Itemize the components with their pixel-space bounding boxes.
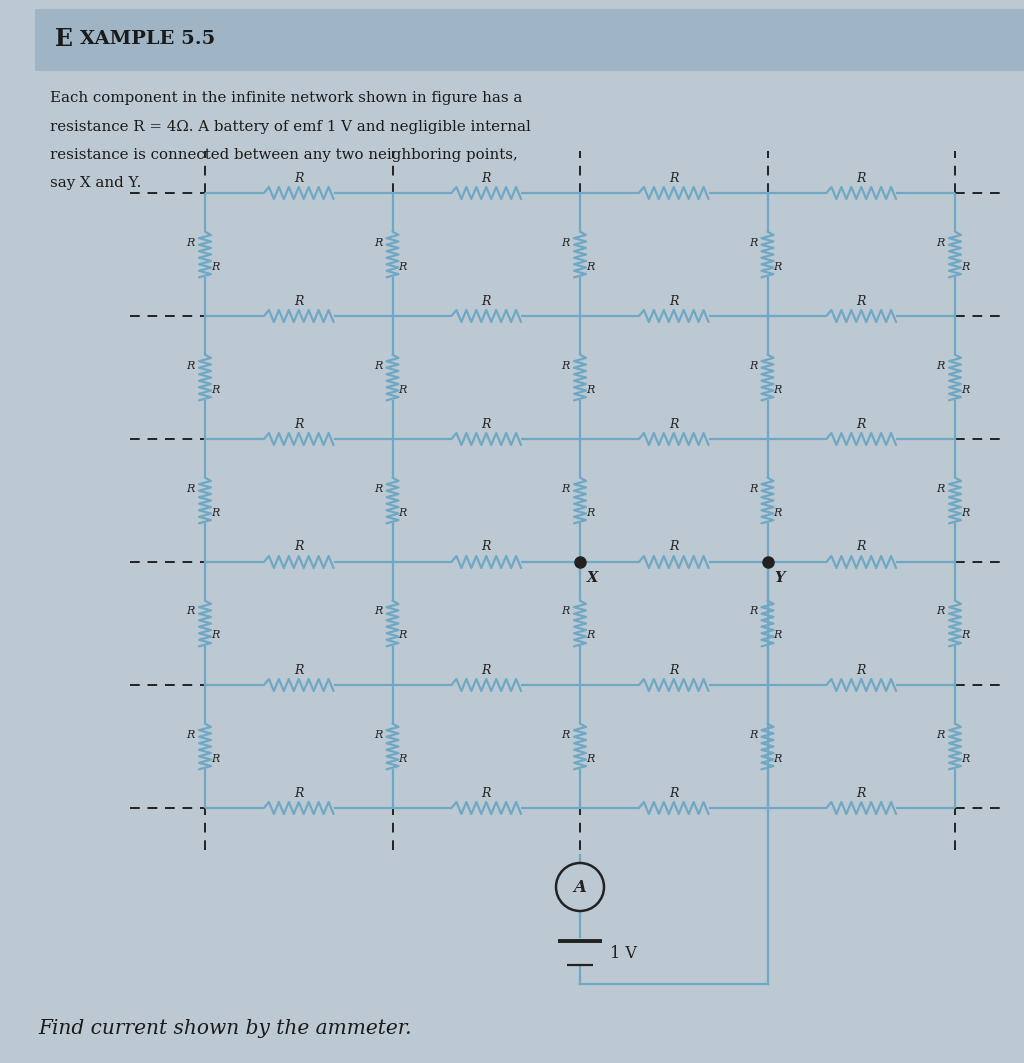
Text: R: R bbox=[856, 787, 866, 799]
Text: R: R bbox=[773, 630, 782, 641]
Text: R: R bbox=[211, 754, 219, 763]
Text: R: R bbox=[937, 729, 945, 740]
Text: R: R bbox=[294, 663, 303, 676]
Text: R: R bbox=[961, 507, 970, 518]
Text: R: R bbox=[586, 754, 594, 763]
Text: R: R bbox=[961, 385, 970, 394]
Text: R: R bbox=[937, 237, 945, 248]
Text: R: R bbox=[561, 729, 570, 740]
Text: R: R bbox=[294, 171, 303, 185]
Text: R: R bbox=[398, 261, 407, 271]
Text: R: R bbox=[374, 484, 383, 493]
Text: R: R bbox=[586, 507, 594, 518]
Text: R: R bbox=[856, 418, 866, 431]
Text: R: R bbox=[374, 729, 383, 740]
Text: R: R bbox=[398, 507, 407, 518]
Bar bbox=[35, 9, 1024, 71]
Text: R: R bbox=[211, 507, 219, 518]
Text: R: R bbox=[856, 171, 866, 185]
Text: R: R bbox=[561, 484, 570, 493]
Text: R: R bbox=[750, 484, 758, 493]
Text: R: R bbox=[669, 294, 679, 307]
Text: R: R bbox=[481, 663, 490, 676]
Text: R: R bbox=[211, 630, 219, 641]
Text: R: R bbox=[586, 385, 594, 394]
Text: R: R bbox=[186, 360, 195, 371]
Text: R: R bbox=[374, 607, 383, 617]
Text: XAMPLE 5.5: XAMPLE 5.5 bbox=[80, 31, 215, 49]
Circle shape bbox=[556, 863, 604, 911]
Text: R: R bbox=[211, 385, 219, 394]
Text: Each component in the infinite network shown in figure has a: Each component in the infinite network s… bbox=[50, 91, 522, 105]
Text: E: E bbox=[55, 28, 73, 51]
Text: R: R bbox=[186, 607, 195, 617]
Text: R: R bbox=[586, 261, 594, 271]
Text: R: R bbox=[937, 484, 945, 493]
Text: R: R bbox=[481, 418, 490, 431]
Text: R: R bbox=[561, 607, 570, 617]
Text: R: R bbox=[669, 540, 679, 554]
Text: R: R bbox=[186, 729, 195, 740]
Text: Y: Y bbox=[774, 571, 785, 585]
Text: R: R bbox=[481, 171, 490, 185]
Text: R: R bbox=[750, 607, 758, 617]
Text: resistance R = 4Ω. A battery of emf 1 V and negligible internal: resistance R = 4Ω. A battery of emf 1 V … bbox=[50, 119, 530, 134]
Text: R: R bbox=[294, 540, 303, 554]
Text: R: R bbox=[294, 294, 303, 307]
Text: R: R bbox=[561, 360, 570, 371]
Text: R: R bbox=[750, 237, 758, 248]
Text: R: R bbox=[937, 360, 945, 371]
Text: R: R bbox=[961, 754, 970, 763]
Text: R: R bbox=[481, 540, 490, 554]
Text: R: R bbox=[374, 360, 383, 371]
Text: R: R bbox=[669, 663, 679, 676]
Text: R: R bbox=[398, 754, 407, 763]
Text: R: R bbox=[586, 630, 594, 641]
Text: R: R bbox=[750, 729, 758, 740]
Text: resistance is connected between any two neighboring points,: resistance is connected between any two … bbox=[50, 148, 518, 162]
Text: A: A bbox=[573, 878, 587, 895]
Text: R: R bbox=[773, 754, 782, 763]
Text: R: R bbox=[294, 787, 303, 799]
Text: 1 V: 1 V bbox=[610, 945, 637, 962]
Text: R: R bbox=[669, 171, 679, 185]
Text: R: R bbox=[186, 237, 195, 248]
Text: R: R bbox=[750, 360, 758, 371]
Text: R: R bbox=[398, 630, 407, 641]
Text: Find current shown by the ammeter.: Find current shown by the ammeter. bbox=[38, 1019, 412, 1037]
Text: R: R bbox=[481, 787, 490, 799]
Text: R: R bbox=[669, 787, 679, 799]
Text: say X and Y.: say X and Y. bbox=[50, 176, 141, 190]
Text: X: X bbox=[587, 571, 598, 585]
Text: R: R bbox=[186, 484, 195, 493]
Text: R: R bbox=[561, 237, 570, 248]
Text: R: R bbox=[856, 663, 866, 676]
Text: R: R bbox=[211, 261, 219, 271]
Text: R: R bbox=[294, 418, 303, 431]
Text: R: R bbox=[669, 418, 679, 431]
Text: R: R bbox=[773, 261, 782, 271]
Text: R: R bbox=[961, 261, 970, 271]
Text: R: R bbox=[398, 385, 407, 394]
Text: R: R bbox=[856, 540, 866, 554]
Text: R: R bbox=[773, 385, 782, 394]
Text: R: R bbox=[374, 237, 383, 248]
Text: R: R bbox=[856, 294, 866, 307]
Text: R: R bbox=[773, 507, 782, 518]
Text: R: R bbox=[937, 607, 945, 617]
Text: R: R bbox=[481, 294, 490, 307]
Text: R: R bbox=[961, 630, 970, 641]
